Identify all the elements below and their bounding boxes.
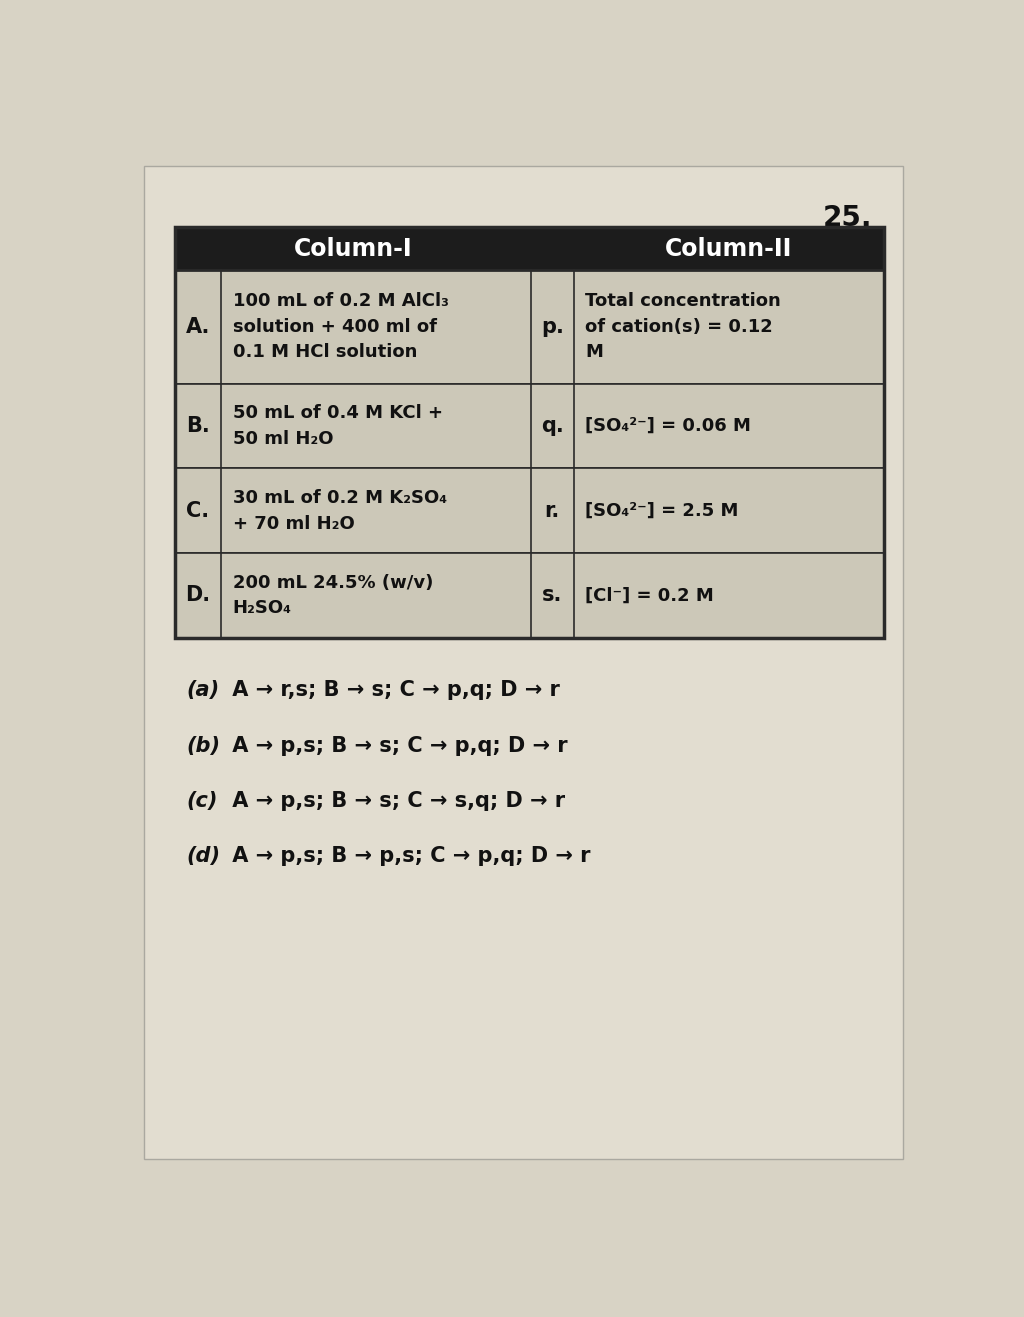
Text: [SO₄²⁻] = 2.5 M: [SO₄²⁻] = 2.5 M [586, 502, 738, 520]
Text: 100 mL of 0.2 M AlCl₃
solution + 400 ml of
0.1 M HCl solution: 100 mL of 0.2 M AlCl₃ solution + 400 ml … [232, 292, 449, 361]
Text: [Cl⁻] = 0.2 M: [Cl⁻] = 0.2 M [586, 586, 714, 605]
Bar [174, 553, 884, 637]
Bar [174, 228, 884, 270]
Text: A → p,s; B → s; C → p,q; D → r: A → p,s; B → s; C → p,q; D → r [225, 735, 567, 756]
Bar [174, 270, 884, 383]
Text: p.: p. [541, 316, 564, 337]
Text: Total concentration
of cation(s) = 0.12
M: Total concentration of cation(s) = 0.12 … [586, 292, 781, 361]
Text: [SO₄²⁻] = 0.06 M: [SO₄²⁻] = 0.06 M [586, 417, 752, 435]
Text: D.: D. [185, 585, 210, 606]
Text: C.: C. [186, 500, 209, 520]
Text: 200 mL 24.5% (w/v)
H₂SO₄: 200 mL 24.5% (w/v) H₂SO₄ [232, 573, 433, 618]
Text: (d): (d) [186, 847, 220, 867]
Text: A → p,s; B → p,s; C → p,q; D → r: A → p,s; B → p,s; C → p,q; D → r [225, 847, 591, 867]
Text: (b): (b) [186, 735, 220, 756]
Bar [174, 228, 884, 637]
Text: (a): (a) [186, 680, 219, 701]
Text: (c): (c) [186, 792, 217, 811]
Text: 25.: 25. [822, 204, 872, 232]
Text: Column-I: Column-I [294, 237, 412, 261]
Bar [174, 383, 884, 469]
Text: 50 mL of 0.4 M KCl +
50 ml H₂O: 50 mL of 0.4 M KCl + 50 ml H₂O [232, 404, 442, 448]
Text: B.: B. [186, 416, 210, 436]
Text: A → r,s; B → s; C → p,q; D → r: A → r,s; B → s; C → p,q; D → r [225, 680, 560, 701]
Bar [174, 469, 884, 553]
Text: 30 mL of 0.2 M K₂SO₄
+ 70 ml H₂O: 30 mL of 0.2 M K₂SO₄ + 70 ml H₂O [232, 489, 446, 532]
Text: Column-II: Column-II [665, 237, 793, 261]
Text: s.: s. [542, 585, 562, 606]
Text: q.: q. [541, 416, 563, 436]
Text: r.: r. [545, 500, 560, 520]
Text: A → p,s; B → s; C → s,q; D → r: A → p,s; B → s; C → s,q; D → r [225, 792, 565, 811]
Text: A.: A. [185, 316, 210, 337]
